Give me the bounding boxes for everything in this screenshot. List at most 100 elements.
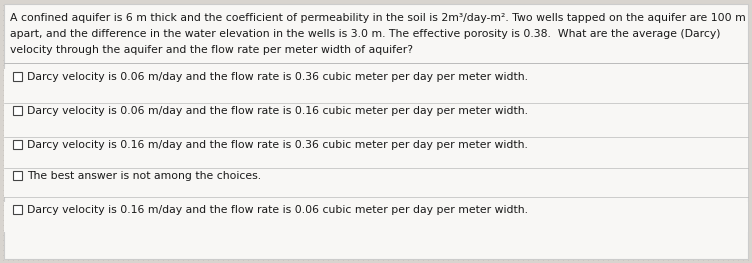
Point — [247, 133, 259, 137]
Point — [192, 63, 204, 67]
Point — [492, 243, 504, 247]
Point — [297, 113, 309, 117]
Point — [42, 63, 54, 67]
Point — [632, 113, 644, 117]
Point — [342, 103, 354, 107]
Point — [67, 98, 79, 102]
Point — [557, 198, 569, 202]
Point — [652, 188, 664, 192]
Point — [137, 78, 149, 82]
Point — [637, 143, 649, 147]
Point — [722, 178, 734, 182]
Point — [252, 243, 264, 247]
Point — [62, 8, 74, 12]
Point — [337, 88, 349, 92]
Point — [607, 23, 619, 27]
Point — [517, 133, 529, 137]
Point — [737, 53, 749, 57]
Point — [607, 48, 619, 52]
Point — [207, 93, 219, 97]
Point — [197, 33, 209, 37]
Point — [417, 33, 429, 37]
Point — [357, 118, 369, 122]
Point — [222, 103, 234, 107]
Point — [687, 108, 699, 112]
Point — [102, 143, 114, 147]
Point — [567, 208, 579, 212]
Point — [367, 58, 379, 62]
Point — [507, 178, 519, 182]
Point — [627, 63, 639, 67]
Point — [287, 13, 299, 17]
Point — [637, 218, 649, 222]
Point — [87, 48, 99, 52]
Point — [47, 198, 59, 202]
Point — [167, 118, 179, 122]
Point — [662, 13, 674, 17]
Point — [377, 33, 389, 37]
Point — [577, 38, 589, 42]
Point — [667, 53, 679, 57]
Point — [692, 13, 704, 17]
Point — [477, 103, 489, 107]
Point — [482, 78, 494, 82]
Point — [257, 173, 269, 177]
Point — [702, 123, 714, 127]
Point — [737, 193, 749, 197]
Point — [622, 133, 634, 137]
Point — [302, 128, 314, 132]
Point — [117, 213, 129, 217]
Point — [172, 83, 184, 87]
Point — [507, 68, 519, 72]
Point — [322, 173, 334, 177]
Point — [732, 173, 744, 177]
Point — [567, 118, 579, 122]
Point — [607, 93, 619, 97]
Point — [252, 108, 264, 112]
Point — [392, 8, 404, 12]
Point — [167, 198, 179, 202]
Point — [42, 228, 54, 232]
Point — [17, 113, 29, 117]
Point — [657, 23, 669, 27]
Point — [477, 98, 489, 102]
Point — [652, 78, 664, 82]
Point — [402, 168, 414, 172]
Point — [82, 138, 94, 142]
Point — [197, 158, 209, 162]
Point — [387, 78, 399, 82]
Point — [222, 3, 234, 7]
Point — [682, 258, 694, 262]
Point — [732, 218, 744, 222]
Point — [342, 133, 354, 137]
Point — [317, 18, 329, 22]
Point — [437, 133, 449, 137]
Point — [242, 218, 254, 222]
Point — [322, 253, 334, 257]
Point — [627, 143, 639, 147]
Point — [117, 163, 129, 167]
Point — [677, 133, 689, 137]
Point — [727, 33, 739, 37]
Point — [267, 158, 279, 162]
Point — [417, 43, 429, 47]
Point — [232, 48, 244, 52]
Point — [512, 203, 524, 207]
Point — [387, 258, 399, 262]
Point — [737, 203, 749, 207]
Point — [342, 123, 354, 127]
Point — [27, 133, 39, 137]
Point — [162, 78, 174, 82]
Point — [232, 93, 244, 97]
Point — [77, 103, 89, 107]
Point — [667, 228, 679, 232]
Point — [242, 83, 254, 87]
Point — [467, 148, 479, 152]
Point — [617, 98, 629, 102]
Point — [527, 93, 539, 97]
Point — [142, 78, 154, 82]
Point — [372, 83, 384, 87]
Point — [272, 248, 284, 252]
Point — [252, 98, 264, 102]
Point — [127, 203, 139, 207]
